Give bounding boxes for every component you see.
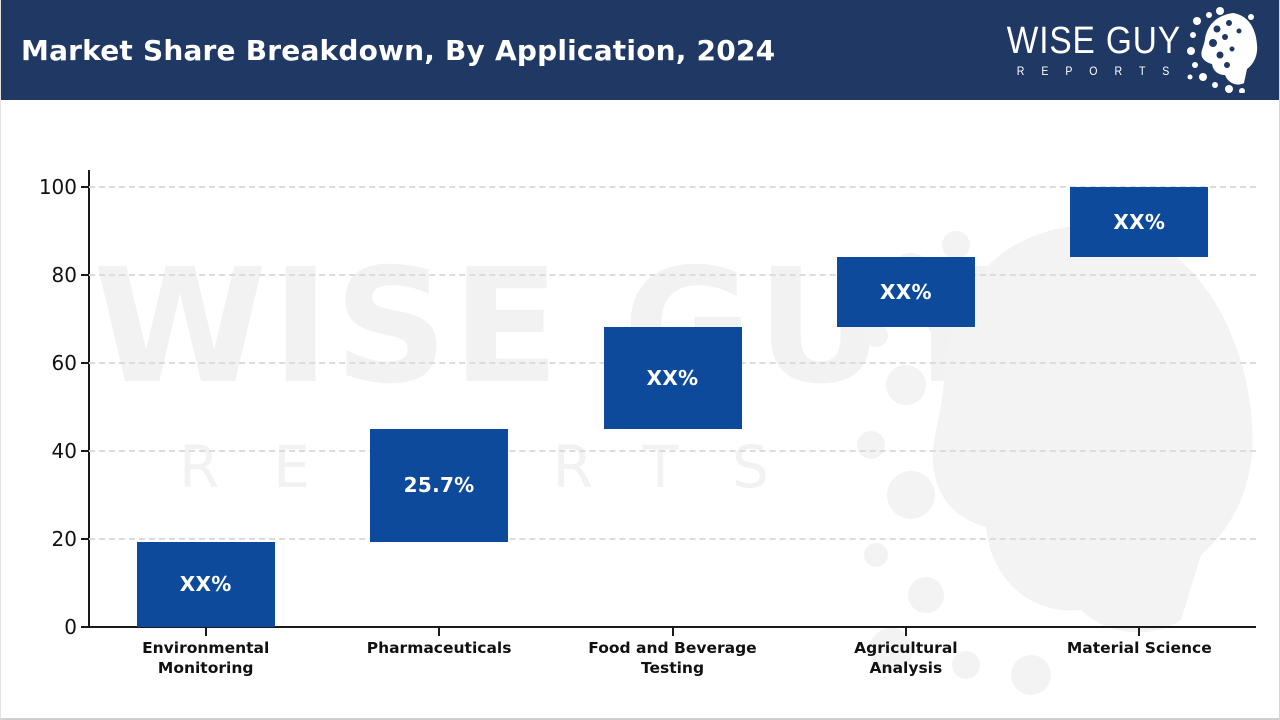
y-tick-label: 60 (51, 350, 77, 375)
x-tick (671, 628, 674, 636)
bar-value-label: 25.7% (403, 473, 475, 498)
watermark-face-icon (857, 224, 1253, 695)
x-tick (1138, 628, 1141, 636)
y-tick (81, 626, 89, 628)
category-label: Pharmaceuticals (366, 639, 512, 657)
category-label: Environmental Monitoring (142, 639, 270, 677)
x-tick (438, 628, 441, 636)
x-tick (204, 628, 207, 636)
brand-logo: WISE GUY R E P O R T S (983, 7, 1261, 93)
y-tick (81, 449, 89, 452)
y-tick (81, 537, 89, 540)
brand-subname: R E P O R T S (1016, 64, 1177, 78)
y-tick-label: 0 (64, 615, 77, 639)
category-label: Material Science (1066, 639, 1212, 657)
category-label: Food and Beverage Testing (588, 639, 757, 677)
y-axis-line (88, 170, 90, 628)
bar-value-label: XX% (179, 572, 232, 597)
dotted-face-icon (1187, 7, 1258, 93)
gridline (89, 185, 1256, 188)
brand-logo-text: WISE GUY R E P O R T S (1007, 22, 1181, 78)
bar: XX% (1070, 186, 1209, 257)
y-tick-label: 80 (51, 262, 77, 287)
bar-value-label: XX% (880, 280, 932, 305)
y-tick-label: 20 (51, 526, 77, 551)
brand-name: WISE GUY (1006, 20, 1181, 62)
y-tick (81, 273, 89, 276)
bar-value-label: XX% (1113, 209, 1166, 234)
y-tick-label: 100 (38, 174, 77, 199)
gridline (89, 273, 1256, 276)
bar: XX% (603, 327, 742, 429)
y-tick (81, 185, 89, 188)
gridline (89, 537, 1256, 540)
bar: XX% (836, 256, 975, 328)
page-title: Market Share Breakdown, By Application, … (21, 33, 776, 67)
y-tick (81, 361, 89, 364)
x-axis-line (88, 626, 1256, 628)
gridline (89, 449, 1256, 452)
y-tick-label: 40 (51, 438, 77, 463)
bar-value-label: XX% (646, 366, 699, 391)
x-tick (904, 628, 907, 636)
bar: 25.7% (370, 428, 509, 542)
category-label: Agricultural Analysis (854, 639, 958, 677)
header-bar: Market Share Breakdown, By Application, … (1, 0, 1279, 100)
bar: XX% (136, 541, 275, 627)
